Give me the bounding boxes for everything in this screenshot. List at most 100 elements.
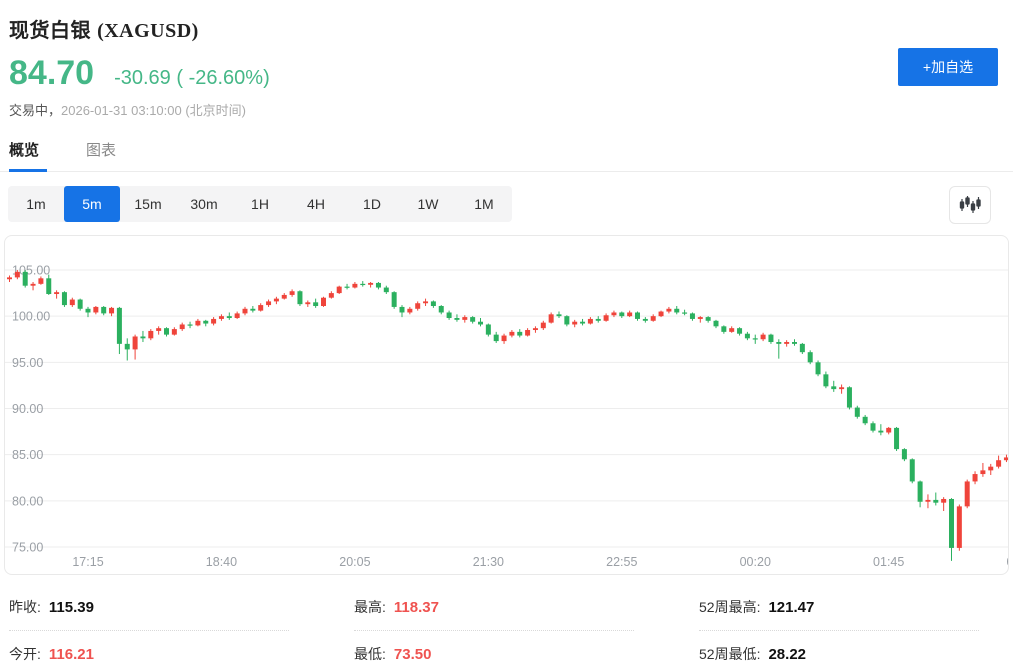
candle-body [423,301,429,304]
candle-body [54,292,60,295]
stat-label: 最低: [354,646,386,662]
chart-toolbar: 1m 5m 15m 30m 1H 4H 1D 1W 1M [0,186,1013,224]
candlestick-chart[interactable]: 105.00 100.00 95.00 90.00 85.00 80.00 75.00 17:… [5,236,1009,574]
y-axis-label: 75.00 [12,540,43,554]
candle-body [250,308,256,311]
y-axis-label: 85.00 [12,448,43,462]
candle-body [705,317,711,321]
x-axis-label: 18:40 [206,555,237,569]
candle-body [148,330,154,339]
page-title: 现货白银 (XAGUSD) [9,14,1013,43]
timeframe-button-1H[interactable]: 1H [232,186,288,222]
candle-body [171,329,177,335]
candle-body [831,386,837,390]
candle-body [666,308,672,312]
candle-body [501,335,507,342]
candle-body [792,342,797,344]
y-axis-label: 80.00 [12,494,43,508]
timeframe-button-15m[interactable]: 15m [120,186,176,222]
candle-body [14,271,20,278]
price-row: 84.70 -30.69 ( -26.60%) [9,56,1013,90]
instrument-symbol: (XAGUSD) [97,20,199,42]
candle-body [430,301,436,307]
tab-overview[interactable]: 概览 [9,139,48,172]
timeframe-button-30m[interactable]: 30m [176,186,232,222]
candle-body [517,331,523,336]
candle-body [642,318,648,321]
candle-body [737,328,743,334]
y-axis-label: 90.00 [12,402,43,416]
candle-body [195,320,201,326]
quote-datetime: 2026-01-31 03:10:00 (北京时间) [61,103,246,118]
timeframe-button-1M[interactable]: 1M [456,186,512,222]
candle-body [69,299,75,306]
candle-body [383,287,389,293]
candle-body [30,283,36,286]
candle-body [603,315,609,321]
candle-body [446,312,452,319]
candle-body [949,498,954,548]
candle-body [799,343,805,353]
add-watchlist-button[interactable]: +加自选 [898,48,998,86]
candle-body [266,301,272,306]
candlestick-icon [959,196,981,213]
candle-body [635,312,640,319]
candle-body [187,324,193,326]
timeframe-bar: 1m 5m 15m 30m 1H 4H 1D 1W 1M [8,186,512,222]
candle-body [752,338,758,340]
candle-body [587,318,593,324]
candle-body [854,407,860,417]
timeframe-button-1W[interactable]: 1W [400,186,456,222]
candle-body [116,307,122,344]
candle-body [941,498,947,503]
tab-chart[interactable]: 图表 [86,142,117,159]
timeframe-button-1D[interactable]: 1D [344,186,400,222]
candle-body [556,314,562,317]
candle-body [650,316,656,321]
candle-body [179,324,185,330]
candle-body [784,342,790,344]
candle-body [658,311,664,317]
timeframe-button-1m[interactable]: 1m [8,186,64,222]
candle-body [7,277,12,280]
candle-body [352,283,358,288]
candle-body [815,362,821,375]
candle-body [1003,457,1008,461]
candle-body [360,283,366,286]
candle-body [964,481,970,507]
candle-body [156,328,162,331]
candle-body [234,313,240,319]
stat-item: 今开: 116.21 [9,630,289,672]
candle-body [925,499,931,502]
candle-body [226,316,232,319]
candle-body [878,430,884,433]
candle-body [336,286,342,294]
candle-body [470,317,476,322]
candle-body [46,278,52,295]
x-axis-label: 22:55 [606,555,637,569]
candle-body [980,470,986,475]
candle-body [595,318,601,321]
candle-body [140,336,146,339]
candle-body [61,292,67,306]
stat-label: 昨收: [9,599,41,615]
y-axis-label: 105.00 [12,264,50,278]
candle-body [697,317,703,319]
candle-body [493,334,499,342]
candle-body [101,306,107,314]
candle-body [415,303,421,309]
y-axis-label: 100.00 [12,310,50,324]
candle-body [619,312,625,317]
candle-body [485,324,491,335]
title-row: 现货白银 (XAGUSD) [9,14,1013,43]
chart-type-button[interactable] [949,186,991,224]
candle-body [321,297,326,307]
x-axis-label: 17:15 [72,555,103,569]
candle-body [438,306,444,313]
timeframe-button-4H[interactable]: 4H [288,186,344,222]
candle-body [328,293,334,298]
timeframe-button-5m[interactable]: 5m [64,186,120,222]
y-axis-label: 95.00 [12,356,43,370]
candle-body [273,298,279,302]
